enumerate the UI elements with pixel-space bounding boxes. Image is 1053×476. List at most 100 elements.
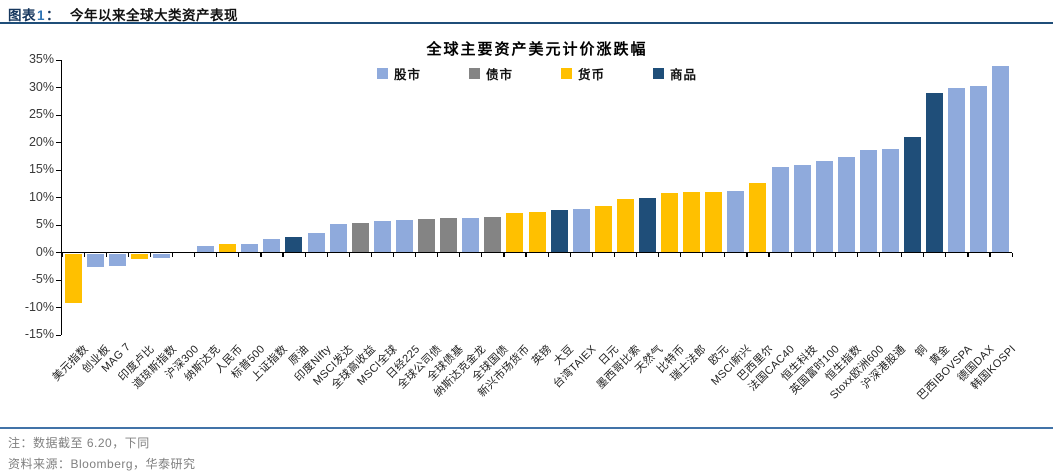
chart-bar-stock [395,219,413,253]
bar-chart-plot-area: 35% 30% 25% 20% 15% 10% 5% 0% -5% -10% -15% [25,52,1013,341]
x-axis-tick [370,252,372,257]
x-axis-tick [812,252,814,257]
legend-item-currency: 货币 [561,64,605,83]
figure-label-prefix: 图表 [8,8,36,23]
header-divider [0,22,1053,24]
x-axis-tick [658,252,660,257]
y-axis-tick [56,59,61,61]
x-axis-tick [61,252,63,257]
y-axis-tick-label: 30% [28,79,54,94]
x-axis-tick [591,252,593,257]
chart-bar-stock [771,166,789,253]
x-axis-tick [481,252,483,257]
chart-bar-commodity [285,237,303,253]
chart-bar-currency [528,212,546,253]
chart-bar-stock [108,253,126,267]
x-axis-tick [790,252,792,257]
x-axis-tick [304,252,306,257]
y-axis-tick-label: 25% [28,107,54,121]
chart-bar-currency [130,253,148,259]
x-axis-tick [901,252,903,257]
x-axis-tick [83,252,85,257]
chart-bar-currency [616,199,634,253]
chart-bar-stock [329,223,347,253]
chart-bar-commodity [926,93,944,253]
chart-bar-stock [970,85,988,253]
y-axis-tick [56,197,61,199]
chart-bar-stock [86,253,104,268]
x-axis-tick [945,252,947,257]
chart-bar-bond [351,223,369,253]
legend-item-commodity: 商品 [653,64,697,83]
y-axis-line [61,60,63,335]
x-axis-tick [1011,252,1013,257]
legend-swatch-commodity [653,68,665,79]
chart-legend: 股市 债市 货币 商品 [62,64,1012,83]
source-text: 资料来源：Bloomberg，华泰研究 [8,457,196,471]
chart-bar-stock [837,157,855,253]
note-text: 注：数据截至 6.20，下同 [8,436,150,450]
legend-item-bond: 债市 [468,64,513,83]
x-axis-tick [923,252,925,257]
figure-header: 图表1： 今年以来全球大类资产表现 [8,4,238,24]
chart-bar-currency [661,192,679,253]
y-axis-tick [56,224,61,226]
chart-bar-stock [948,87,966,253]
y-axis-tick [56,87,61,89]
x-axis-tick [149,252,152,257]
x-axis-tick [282,252,284,257]
x-axis-tick [459,252,461,257]
chart-bar-currency [683,192,701,253]
chart-title: 全球主要资产美元计价涨跌幅 [426,41,648,58]
figure-number: 1 [37,8,46,23]
figure-title: 今年以来全球大类资产表现 [70,8,239,23]
y-axis-tick-label: 0% [35,244,54,259]
figure-label-colon: ： [46,8,61,23]
y-axis-tick [56,169,61,171]
x-axis-tick [348,252,350,257]
chart-bar-bond [418,218,436,253]
x-axis-tick [238,252,240,257]
chart-bar-stock [572,209,590,253]
chart-bar-stock [462,217,480,253]
x-axis-line [62,252,1012,254]
chart-bar-currency [594,205,612,253]
chart-bar-stock [815,160,833,253]
x-axis-tick [989,252,991,257]
x-axis-tick [194,252,196,257]
y-axis-tick-label: -10% [24,299,54,314]
x-axis-labels: 美元指数 创业板 MAG 7 印度卢比 道琼斯指数 沪深300 纳斯达克 人民币 标普500 上证… [50,341,1018,471]
x-axis-tick [702,252,704,257]
chart-bar-bond [484,217,502,253]
chart-bar-bond [440,218,458,253]
x-axis-tick [635,252,638,257]
y-axis-tick [56,307,61,309]
x-axis-tick [834,252,836,257]
x-axis-tick [414,252,417,257]
chart-bar-commodity [904,137,922,253]
chart-bar-commodity [638,197,656,253]
y-axis-tick-label: -15% [24,327,54,341]
legend-label: 债市 [485,68,513,82]
y-axis-tick [56,279,61,281]
chart-bar-stock [881,149,899,253]
x-axis-tick [878,252,881,257]
x-axis-tick [105,252,107,257]
x-axis-tick [171,252,174,257]
y-axis-tick [56,142,61,144]
legend-label: 商品 [670,68,698,82]
legend-swatch-bond [468,68,480,79]
x-axis-tick [525,252,527,257]
chart-bar-stock [197,245,215,253]
y-axis-tick [56,114,61,116]
chart-bar-stock [307,233,325,253]
x-axis-tick [127,252,129,257]
chart-bar-stock [373,221,391,253]
legend-label: 货币 [578,68,606,82]
chart-bar-currency [705,192,723,253]
x-axis-tick [260,252,262,257]
y-axis-tick-label: 10% [28,189,54,204]
y-axis-tick-label: -5% [31,272,54,286]
y-axis-tick-label: 35% [28,52,54,66]
